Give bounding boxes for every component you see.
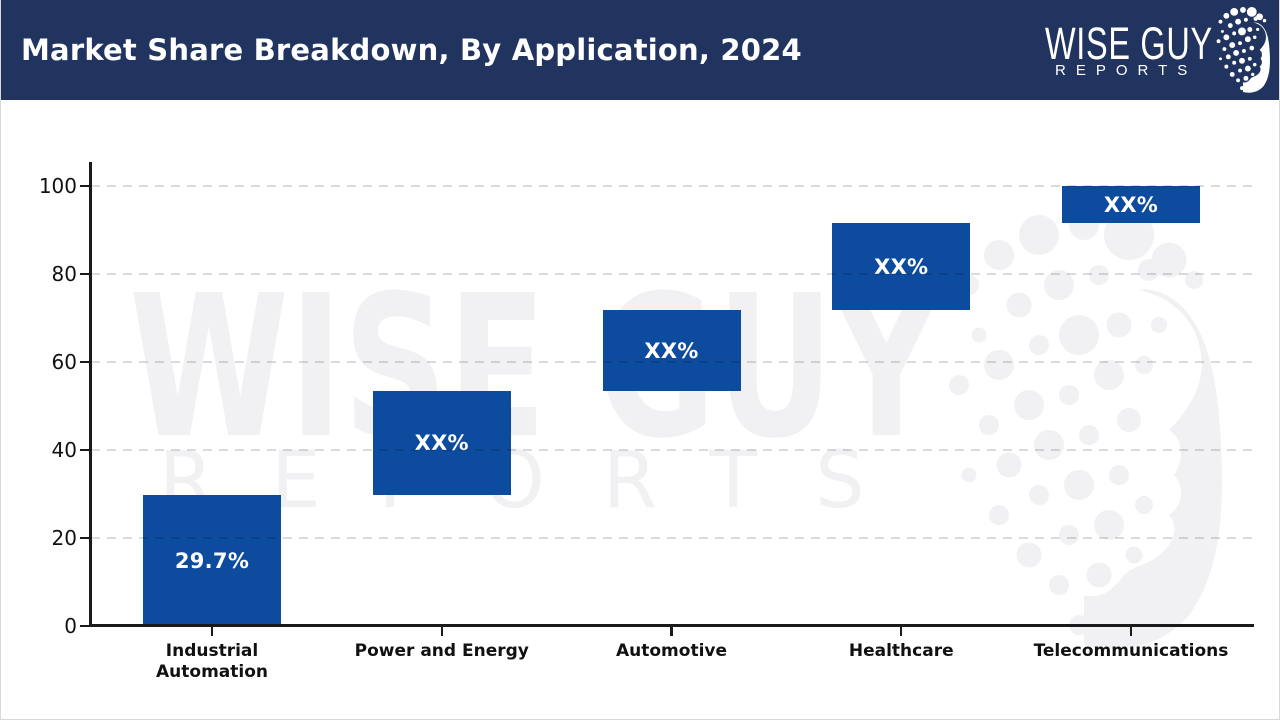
x-axis-line — [89, 624, 1254, 627]
brand-logo: WISE GUY REPORTS — [1033, 0, 1280, 100]
bar-value-label: XX% — [414, 431, 469, 456]
bar-power-and-energy: XX% — [372, 391, 511, 496]
y-gridline — [91, 185, 1253, 187]
x-category-label: Industrial Automation — [156, 641, 268, 683]
x-tick-mark — [1129, 627, 1133, 636]
y-tick-mark — [80, 536, 89, 540]
chart-title: Market Share Breakdown, By Application, … — [21, 33, 802, 67]
x-tick-mark — [210, 627, 214, 636]
y-tick-mark — [80, 624, 89, 628]
y-tick-label: 60 — [51, 350, 77, 374]
y-tick-mark — [80, 272, 89, 276]
bar-industrial-automation: 29.7% — [143, 495, 281, 626]
bar-healthcare: XX% — [832, 223, 971, 311]
y-tick-label: 40 — [51, 438, 77, 462]
bar-automotive: XX% — [602, 310, 741, 392]
y-gridline — [91, 449, 1253, 451]
y-gridline — [91, 361, 1253, 363]
header-bar: Market Share Breakdown, By Application, … — [1, 0, 1280, 100]
bar-value-label: XX% — [874, 254, 929, 279]
x-tick-mark — [670, 627, 673, 636]
brand-subtitle: REPORTS — [1055, 62, 1198, 79]
y-tick-mark — [80, 184, 89, 188]
brand-wordmark: WISE GUY — [1045, 18, 1213, 69]
x-tick-mark — [440, 627, 443, 636]
bar-value-label: XX% — [644, 338, 699, 363]
bar-value-label: XX% — [1103, 192, 1159, 217]
y-gridline — [91, 537, 1253, 539]
y-gridline — [91, 273, 1253, 275]
y-axis-line — [89, 162, 92, 627]
y-tick-label: 80 — [51, 262, 77, 286]
y-tick-mark — [80, 360, 89, 364]
y-tick-label: 20 — [51, 526, 77, 550]
x-tick-mark — [900, 627, 903, 636]
y-tick-label: 100 — [38, 174, 77, 198]
bar-telecommunications: XX% — [1062, 186, 1200, 224]
y-tick-label: 0 — [64, 614, 77, 638]
bar-value-label: 29.7% — [174, 548, 250, 573]
dotted-head-logo-icon — [1211, 6, 1273, 94]
x-category-label: Healthcare — [848, 641, 954, 661]
x-category-label: Telecommunications — [1033, 641, 1229, 661]
x-category-label: Power and Energy — [354, 641, 529, 661]
x-category-label: Automotive — [615, 641, 728, 661]
y-tick-mark — [80, 448, 89, 452]
